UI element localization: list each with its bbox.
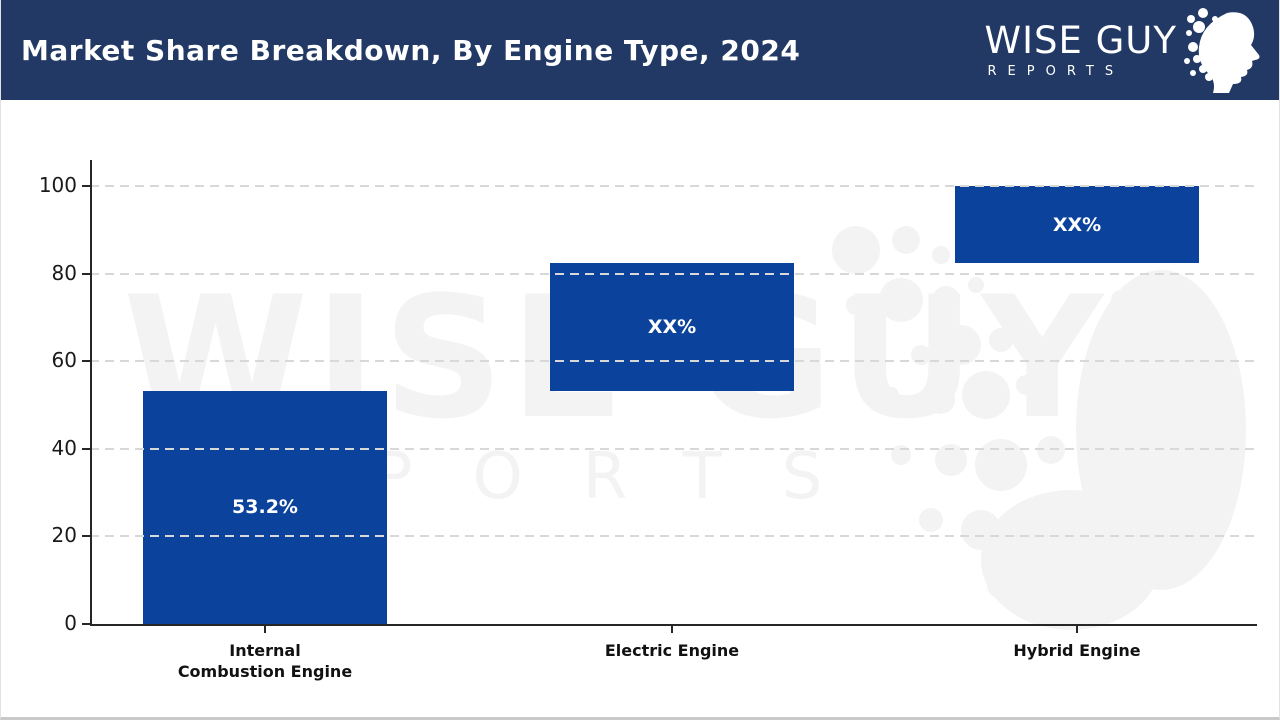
page-title: Market Share Breakdown, By Engine Type, … [21, 33, 801, 67]
header-banner: Market Share Breakdown, By Engine Type, … [1, 0, 1279, 100]
x-category-label: Electric Engine [522, 640, 822, 661]
y-tick-label: 100 [38, 173, 77, 197]
y-axis-spine [90, 160, 92, 626]
gridline [90, 535, 1257, 538]
y-tick-mark [82, 272, 90, 275]
y-tick-label: 80 [51, 260, 77, 285]
x-tick-mark [264, 626, 266, 633]
x-tick-mark [671, 626, 673, 633]
logo-wordmark-line2: REPORTS [987, 63, 1125, 79]
x-tick-mark [1076, 626, 1078, 633]
y-tick-label: 0 [64, 611, 77, 635]
y-tick-label: 40 [51, 435, 77, 460]
watermark-face-icon [832, 226, 1246, 630]
y-tick-mark [82, 623, 90, 625]
x-category-label-line: Combustion Engine [177, 662, 353, 681]
logo-wordmark-line1: WISE GUY [984, 18, 1177, 62]
bar-value-label: XX% [1052, 213, 1102, 236]
y-tick-label: 20 [51, 523, 77, 548]
brand-logo: WISE GUY REPORTS [985, 7, 1263, 93]
logo-face-icon [1184, 8, 1260, 93]
gridline [90, 185, 1257, 187]
x-category-label-line: Electric Engine [604, 641, 740, 660]
y-tick-label: 60 [51, 348, 77, 373]
x-axis-spine [90, 624, 1257, 626]
y-tick-mark [82, 360, 90, 363]
bar-segment [955, 186, 1199, 264]
y-tick-mark [82, 447, 90, 450]
bar-value-label: 53.2% [232, 496, 298, 519]
bar-value-label: XX% [647, 316, 697, 339]
x-category-label-line: Hybrid Engine [1013, 641, 1141, 660]
bar-segment [143, 390, 387, 624]
gridline [90, 447, 1257, 450]
y-tick-mark [82, 535, 90, 538]
chart-canvas: WISE GUY REPORTS 0 20 40 60 80 100 53.2% XX% XX%… [1, 100, 1279, 717]
x-category-label: Internal Combustion Engine [115, 640, 415, 682]
x-category-label-line: Internal [229, 641, 301, 660]
logo-wordmark: WISE GUY REPORTS [985, 22, 1177, 79]
y-tick-mark [82, 185, 90, 187]
x-category-label: Hybrid Engine [927, 640, 1227, 661]
bar-segment [550, 263, 794, 391]
gridline [90, 360, 1257, 363]
gridline [90, 272, 1257, 275]
